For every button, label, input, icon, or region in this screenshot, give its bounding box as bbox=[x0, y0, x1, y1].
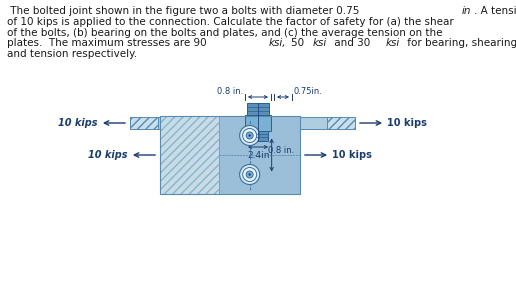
Text: ksi,: ksi, bbox=[269, 38, 286, 48]
Bar bbox=[130, 117, 158, 129]
Text: plates.  The maximum stresses are 90: plates. The maximum stresses are 90 bbox=[7, 38, 210, 48]
Bar bbox=[160, 116, 219, 194]
Text: of the bolts, (b) bearing on the bolts and plates, and (c) the average tension o: of the bolts, (b) bearing on the bolts a… bbox=[7, 28, 443, 38]
Circle shape bbox=[249, 134, 251, 137]
Bar bbox=[160, 116, 300, 194]
Text: 0.8 in.: 0.8 in. bbox=[217, 87, 243, 96]
Circle shape bbox=[249, 173, 251, 176]
Text: of 10 kips is applied to the connection. Calculate the factor of safety for (a) : of 10 kips is applied to the connection.… bbox=[7, 17, 454, 27]
Bar bbox=[248, 131, 268, 141]
Circle shape bbox=[239, 126, 260, 146]
Text: 10 kips: 10 kips bbox=[58, 118, 98, 128]
Circle shape bbox=[246, 132, 253, 139]
Circle shape bbox=[243, 129, 256, 143]
Text: 0.8 in.: 0.8 in. bbox=[268, 146, 294, 155]
Bar bbox=[245, 115, 271, 131]
Text: 0.75in.: 0.75in. bbox=[294, 87, 323, 96]
Text: . A tensile load: . A tensile load bbox=[474, 6, 516, 16]
Bar bbox=[219, 116, 300, 194]
Circle shape bbox=[246, 171, 253, 178]
Text: ksi: ksi bbox=[385, 38, 400, 48]
Bar bbox=[268, 117, 355, 129]
Bar bbox=[160, 116, 219, 194]
Text: for bearing, shearing: for bearing, shearing bbox=[404, 38, 516, 48]
Text: ksi: ksi bbox=[313, 38, 327, 48]
Bar bbox=[327, 117, 355, 129]
Circle shape bbox=[239, 164, 260, 184]
Text: 50: 50 bbox=[292, 38, 308, 48]
Text: 10 kips: 10 kips bbox=[387, 118, 427, 128]
Text: 2.4in: 2.4in bbox=[247, 150, 270, 159]
Text: 10 kips: 10 kips bbox=[89, 150, 128, 160]
Bar bbox=[130, 117, 248, 129]
Bar bbox=[247, 103, 269, 115]
Text: and tension respectively.: and tension respectively. bbox=[7, 49, 137, 59]
Text: 10 kips: 10 kips bbox=[332, 150, 372, 160]
Text: in: in bbox=[462, 6, 471, 16]
Text: The bolted joint shown in the figure two a bolts with diameter 0.75: The bolted joint shown in the figure two… bbox=[7, 6, 359, 16]
Text: and 30: and 30 bbox=[331, 38, 374, 48]
Circle shape bbox=[243, 167, 256, 181]
